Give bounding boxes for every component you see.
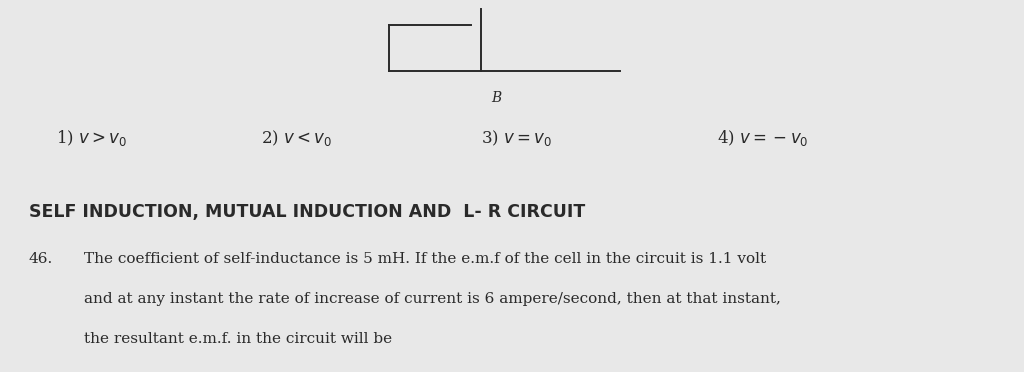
Text: SELF INDUCTION, MUTUAL INDUCTION AND  L- R CIRCUIT: SELF INDUCTION, MUTUAL INDUCTION AND L- … bbox=[29, 203, 585, 221]
Text: 2) $v<v_0$: 2) $v<v_0$ bbox=[261, 128, 332, 148]
Text: and at any instant the rate of increase of current is 6 ampere/second, then at t: and at any instant the rate of increase … bbox=[84, 292, 781, 307]
Text: The coefficient of self-inductance is 5 mH. If the e.m.f of the cell in the circ: The coefficient of self-inductance is 5 … bbox=[84, 251, 766, 266]
Text: the resultant e.m.f. in the circuit will be: the resultant e.m.f. in the circuit will… bbox=[84, 331, 392, 346]
Text: 46.: 46. bbox=[29, 251, 53, 266]
Text: B: B bbox=[492, 91, 502, 105]
Text: 1) $v>v_0$: 1) $v>v_0$ bbox=[56, 128, 127, 148]
Text: 3) $v=v_0$: 3) $v=v_0$ bbox=[481, 128, 552, 148]
Text: 4) $v=-v_0$: 4) $v=-v_0$ bbox=[717, 128, 808, 148]
